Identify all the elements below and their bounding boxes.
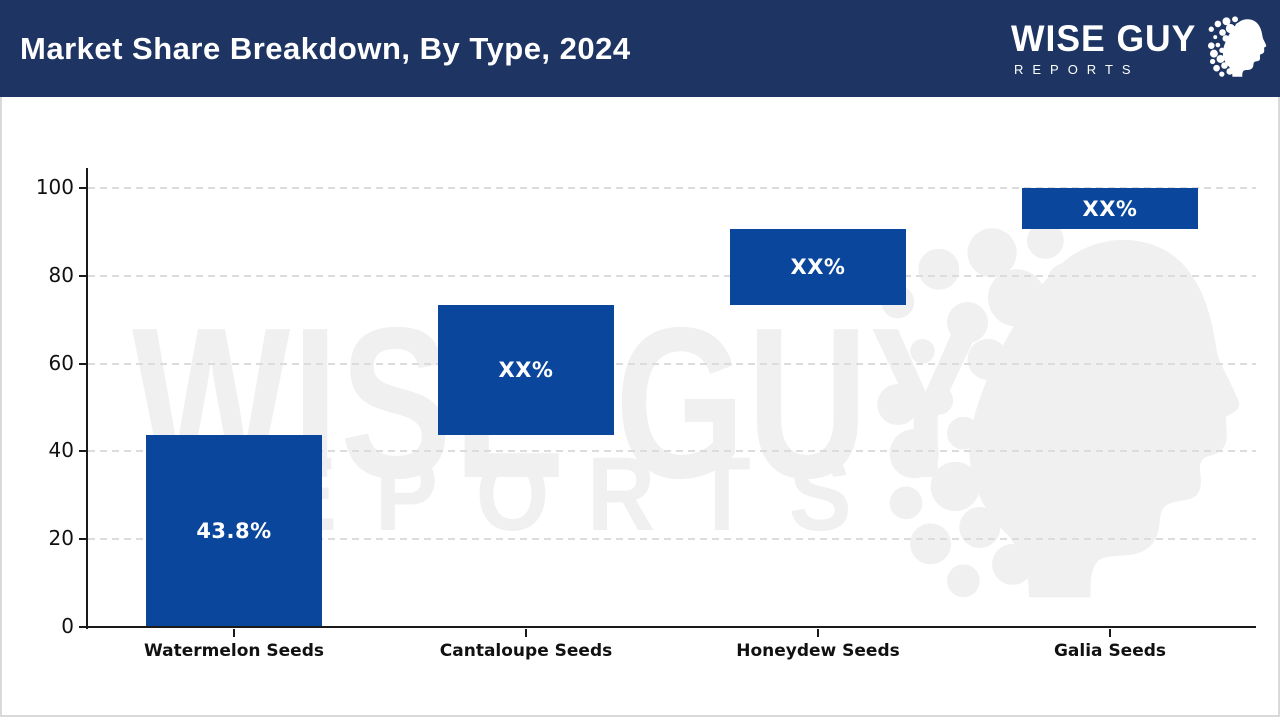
bar-value-label: XX% xyxy=(1082,196,1138,221)
y-tick-label: 80 xyxy=(48,262,74,287)
gridline xyxy=(88,274,1256,277)
y-axis-spine xyxy=(86,168,88,629)
page-title: Market Share Breakdown, By Type, 2024 xyxy=(20,30,631,66)
logo-wordmark: WISE GUY xyxy=(1010,18,1197,59)
y-tick-label: 60 xyxy=(48,350,74,375)
x-tick xyxy=(817,629,819,637)
y-tick xyxy=(79,450,88,453)
x-tick-label: Cantaloupe Seeds xyxy=(439,641,613,661)
x-tick-label: Watermelon Seeds xyxy=(143,641,325,661)
x-tick xyxy=(233,629,235,637)
y-tick xyxy=(79,626,88,628)
gridline xyxy=(88,538,1256,541)
y-tick-label: 0 xyxy=(61,614,74,638)
logo-text: WISE GUY REPORTS xyxy=(1011,20,1204,77)
bar-value-label: 43.8% xyxy=(196,518,272,543)
x-tick-label: Galia Seeds xyxy=(1053,641,1167,661)
bar: XX% xyxy=(1022,188,1198,230)
header: Market Share Breakdown, By Type, 2024 WI… xyxy=(0,0,1280,97)
y-tick xyxy=(79,362,88,365)
watermark-head-icon xyxy=(877,222,1240,598)
x-tick xyxy=(525,629,527,637)
bar: XX% xyxy=(730,229,906,306)
y-tick xyxy=(79,187,88,189)
y-tick xyxy=(79,538,88,541)
x-tick-label: Honeydew Seeds xyxy=(736,641,900,661)
wiseguy-head-icon xyxy=(1207,15,1267,77)
gridline xyxy=(88,450,1256,453)
logo-subtext: REPORTS xyxy=(1013,62,1140,77)
y-tick-label: 100 xyxy=(35,175,74,199)
wiseguy-logo: WISE GUY REPORTS xyxy=(1011,9,1280,89)
x-axis-spine xyxy=(86,626,1256,628)
x-tick xyxy=(1109,629,1111,637)
gridline xyxy=(88,362,1256,365)
bar-value-label: XX% xyxy=(498,357,554,382)
bar-value-label: XX% xyxy=(790,255,846,280)
bar: XX% xyxy=(438,305,614,435)
gridline xyxy=(88,187,1256,189)
y-tick-label: 20 xyxy=(48,526,74,551)
y-tick xyxy=(79,274,88,277)
y-tick-label: 40 xyxy=(48,438,74,463)
bar: 43.8% xyxy=(146,434,322,627)
